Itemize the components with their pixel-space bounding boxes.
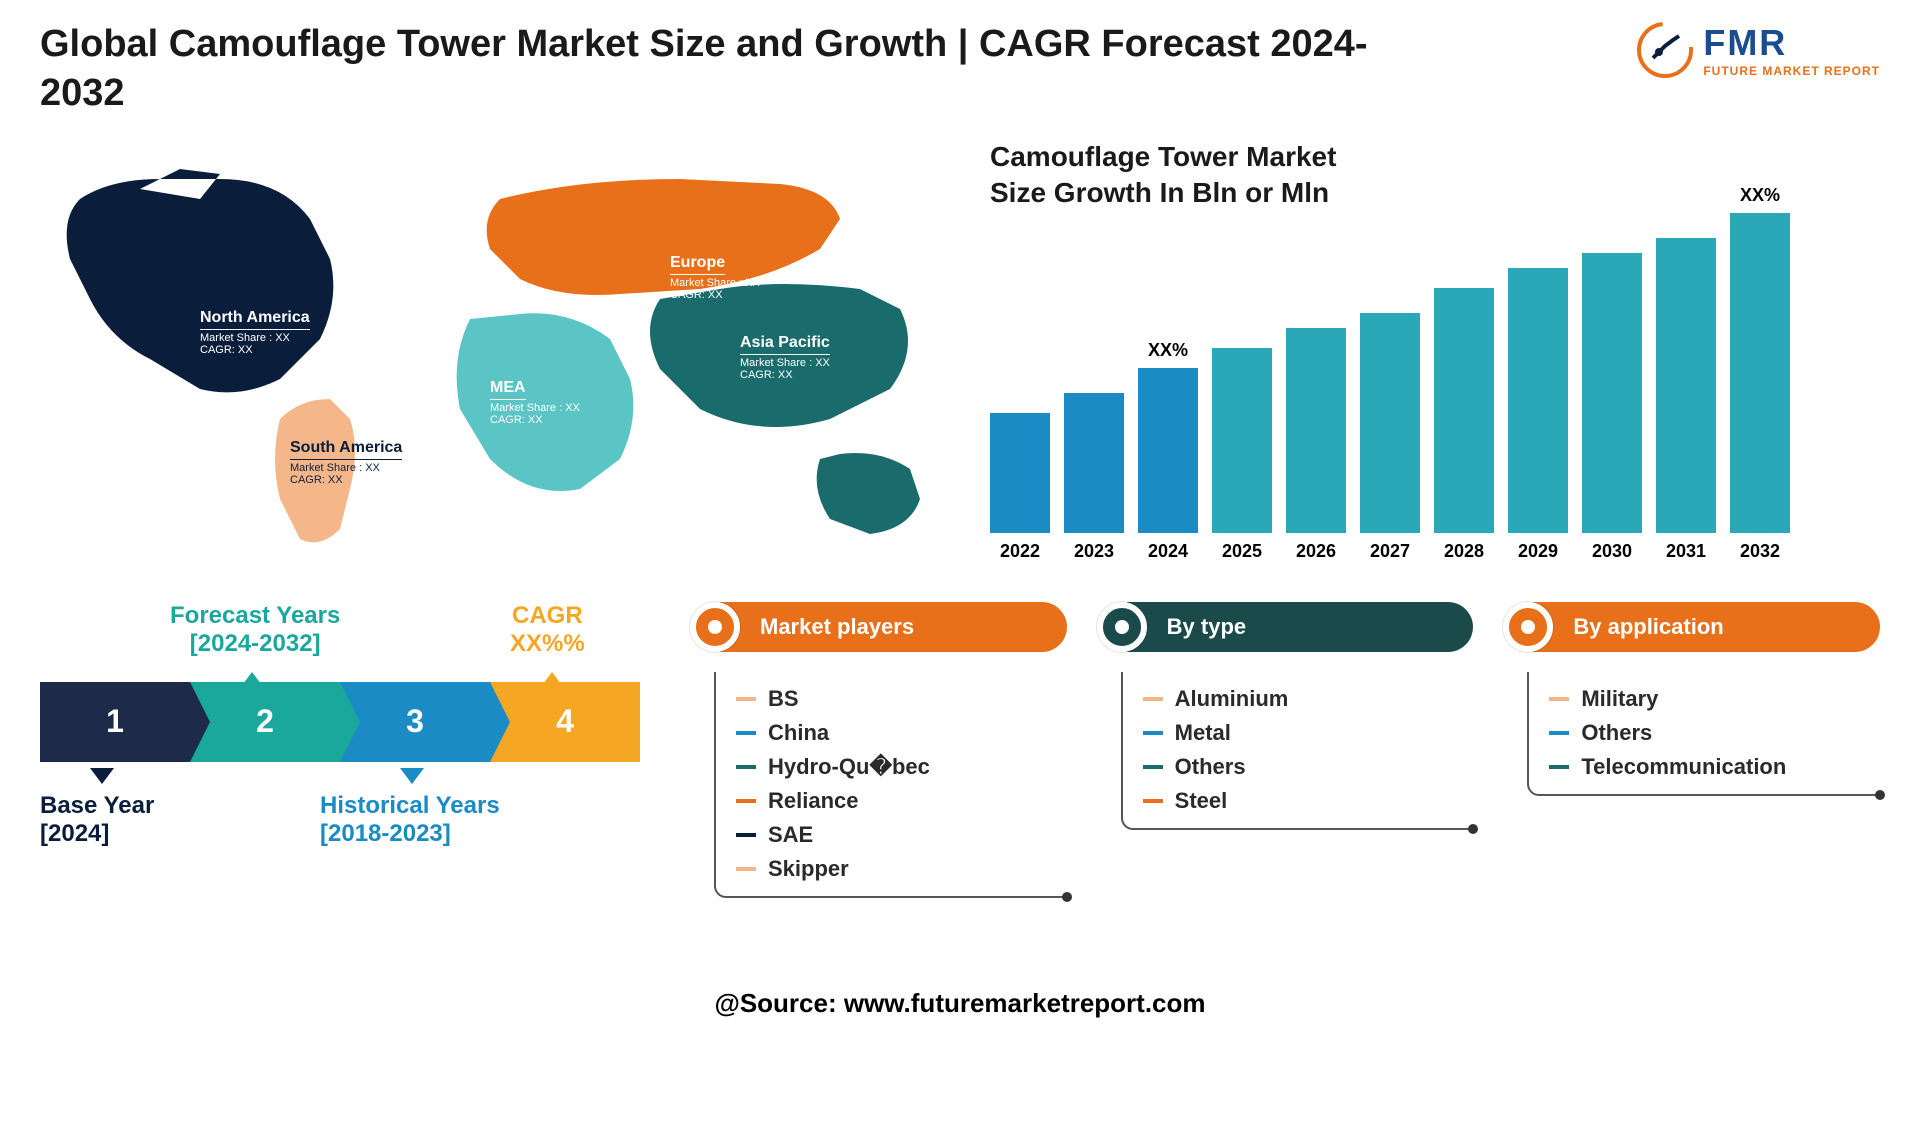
- bar-2026: 2026: [1286, 328, 1346, 562]
- tick-icon: [1549, 697, 1569, 701]
- header-pill: By type: [1127, 602, 1474, 652]
- info-item: Aluminium: [1143, 682, 1474, 716]
- bar-2029: 2029: [1508, 268, 1568, 562]
- info-item: Metal: [1143, 716, 1474, 750]
- historical-label: Historical Years [2018-2023]: [320, 792, 500, 848]
- cagr-label: CAGR XX%%: [510, 602, 585, 658]
- region-label-south-america: South AmericaMarket Share : XXCAGR: XX: [290, 439, 402, 486]
- timeline-seg-3: 3: [340, 682, 490, 762]
- info-item: Military: [1549, 682, 1880, 716]
- bar-2031: 2031: [1656, 238, 1716, 562]
- info-col-by-type: By type Aluminium Metal Others Steel: [1097, 602, 1474, 898]
- tick-icon: [736, 765, 756, 769]
- tick-icon: [736, 731, 756, 735]
- bar-chart: Camouflage Tower Market Size Growth In B…: [990, 139, 1880, 562]
- region-label-asia-pacific: Asia PacificMarket Share : XXCAGR: XX: [740, 334, 830, 381]
- info-col-by-application: By application Military Others Telecommu…: [1503, 602, 1880, 898]
- info-item: SAE: [736, 818, 1067, 852]
- source-text: @Source: www.futuremarketreport.com: [40, 988, 1880, 1019]
- info-item: Skipper: [736, 852, 1067, 886]
- timeline-bar: 1234: [40, 682, 660, 762]
- header-circle-icon: [1503, 602, 1553, 652]
- header-pill: Market players: [720, 602, 1067, 652]
- bar-2025: 2025: [1212, 348, 1272, 562]
- timeline-seg-4: 4: [490, 682, 640, 762]
- main-row: North AmericaMarket Share : XXCAGR: XX So…: [40, 139, 1880, 562]
- bar-2028: 2028: [1434, 288, 1494, 562]
- forecast-label: Forecast Years [2024-2032]: [170, 602, 340, 658]
- logo-icon: [1635, 20, 1695, 80]
- tick-icon: [736, 799, 756, 803]
- info-body: Military Others Telecommunication: [1527, 672, 1880, 796]
- info-item: Telecommunication: [1549, 750, 1880, 784]
- tick-icon: [1143, 765, 1163, 769]
- info-item: Others: [1143, 750, 1474, 784]
- timeline: Forecast Years [2024-2032] CAGR XX%% 123…: [40, 602, 660, 792]
- region-label-mea: MEAMarket Share : XXCAGR: XX: [490, 379, 580, 426]
- tick-icon: [736, 697, 756, 701]
- tick-icon: [1549, 765, 1569, 769]
- info-columns: Market players BS China Hydro-Qu�bec Rel…: [690, 602, 1880, 898]
- info-item: Reliance: [736, 784, 1067, 818]
- tick-icon: [1143, 799, 1163, 803]
- info-item: Hydro-Qu�bec: [736, 750, 1067, 784]
- logo-sub-text: FUTURE MARKET REPORT: [1703, 64, 1880, 78]
- info-body: Aluminium Metal Others Steel: [1121, 672, 1474, 830]
- timeline-seg-1: 1: [40, 682, 190, 762]
- bar-2027: 2027: [1360, 313, 1420, 562]
- tick-icon: [1143, 697, 1163, 701]
- tick-icon: [736, 833, 756, 837]
- bar-2022: 2022: [990, 413, 1050, 562]
- info-item: Steel: [1143, 784, 1474, 818]
- tick-icon: [1143, 731, 1163, 735]
- header: Global Camouflage Tower Market Size and …: [40, 20, 1880, 119]
- region-label-north-america: North AmericaMarket Share : XXCAGR: XX: [200, 309, 310, 356]
- tick-icon: [736, 867, 756, 871]
- info-item: China: [736, 716, 1067, 750]
- world-map: North AmericaMarket Share : XXCAGR: XX So…: [40, 139, 960, 559]
- info-item: BS: [736, 682, 1067, 716]
- header-circle-icon: [690, 602, 740, 652]
- page-title: Global Camouflage Tower Market Size and …: [40, 20, 1440, 119]
- info-body: BS China Hydro-Qu�bec Reliance SAE Skipp…: [714, 672, 1067, 898]
- bar-2032: XX% 2032: [1730, 213, 1790, 562]
- base-year-label: Base Year [2024]: [40, 792, 154, 848]
- bars-container: 2022 2023XX% 2024 2025 2026 2027 2028 20…: [990, 222, 1880, 562]
- info-item: Others: [1549, 716, 1880, 750]
- logo-main-text: FMR: [1703, 22, 1880, 64]
- info-col-market-players: Market players BS China Hydro-Qu�bec Rel…: [690, 602, 1067, 898]
- header-pill: By application: [1533, 602, 1880, 652]
- timeline-seg-2: 2: [190, 682, 340, 762]
- bar-2030: 2030: [1582, 253, 1642, 562]
- bar-2023: 2023: [1064, 393, 1124, 562]
- bar-2024: XX% 2024: [1138, 368, 1198, 562]
- bottom-row: Forecast Years [2024-2032] CAGR XX%% 123…: [40, 602, 1880, 898]
- chart-title: Camouflage Tower Market Size Growth In B…: [990, 139, 1350, 212]
- header-circle-icon: [1097, 602, 1147, 652]
- tick-icon: [1549, 731, 1569, 735]
- region-label-europe: EuropeMarket Share : XXCAGR: XX: [670, 254, 760, 301]
- logo: FMR FUTURE MARKET REPORT: [1635, 20, 1880, 80]
